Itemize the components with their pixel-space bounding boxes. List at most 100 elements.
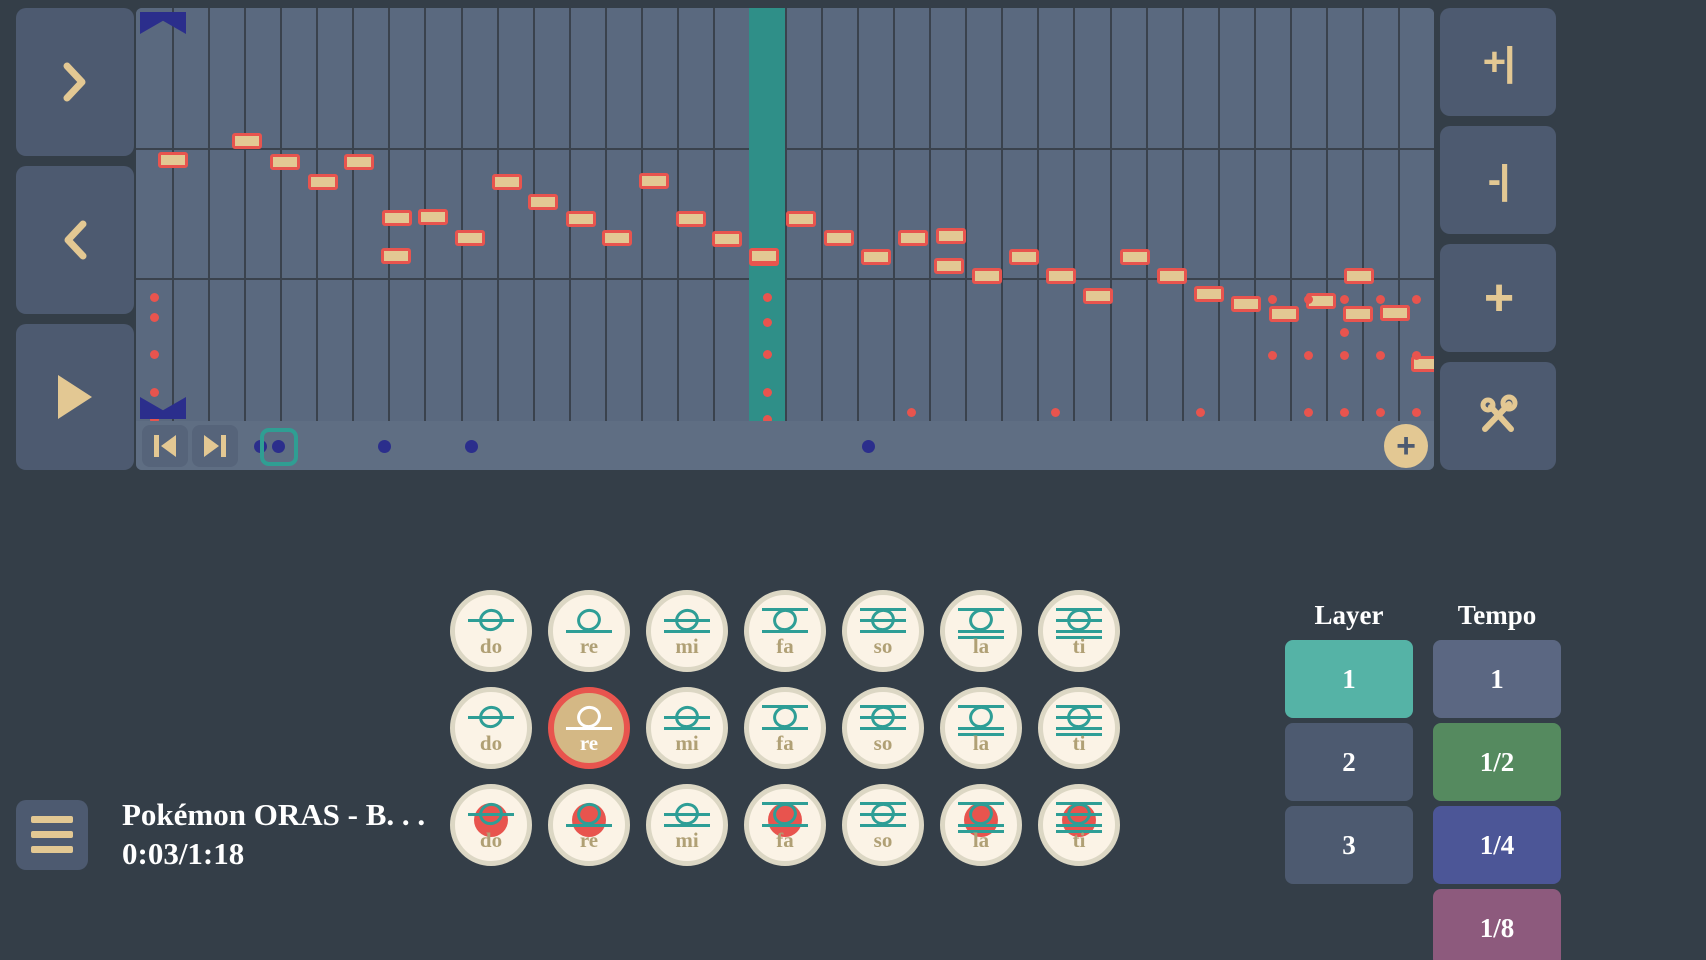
- grid-note[interactable]: [824, 230, 855, 246]
- grid-accidental-dot[interactable]: [1303, 351, 1313, 360]
- note-key-ti-2[interactable]: ti: [1038, 687, 1120, 769]
- grid-note[interactable]: [639, 173, 670, 189]
- add-section-button[interactable]: +: [1384, 423, 1428, 468]
- grid-note[interactable]: [936, 228, 967, 244]
- grid-accidental-dot[interactable]: [1339, 295, 1349, 304]
- grid-note[interactable]: [1194, 286, 1225, 302]
- grid-note[interactable]: [898, 230, 929, 246]
- loop-marker[interactable]: [140, 397, 186, 419]
- grid-note[interactable]: [1009, 249, 1040, 265]
- menu-button[interactable]: [16, 799, 88, 870]
- grid-note[interactable]: [1269, 306, 1300, 322]
- grid-note[interactable]: [676, 211, 707, 227]
- grid-accidental-dot[interactable]: [1195, 408, 1205, 417]
- grid-note[interactable]: [712, 231, 743, 247]
- grid-note[interactable]: [232, 133, 263, 149]
- skip-to-end-button[interactable]: [192, 424, 238, 467]
- grid-note[interactable]: [861, 249, 892, 265]
- note-key-do-3[interactable]: do: [450, 784, 532, 866]
- note-key-mi-3[interactable]: mi: [646, 784, 728, 866]
- note-key-ti-3[interactable]: ti: [1038, 784, 1120, 866]
- grid-note[interactable]: [1380, 305, 1411, 321]
- grid-accidental-dot[interactable]: [1411, 295, 1421, 304]
- grid-accidental-dot[interactable]: [1375, 295, 1385, 304]
- grid-accidental-dot[interactable]: [1411, 351, 1421, 360]
- grid-note[interactable]: [528, 194, 559, 210]
- grid-note[interactable]: [382, 210, 413, 226]
- grid-note[interactable]: [786, 211, 817, 227]
- scroll-right-button[interactable]: [16, 8, 134, 156]
- note-key-fa-2[interactable]: fa: [744, 687, 826, 769]
- layer-option-1[interactable]: 1: [1285, 640, 1413, 718]
- note-grid-panel[interactable]: +: [136, 8, 1434, 470]
- grid-accidental-dot[interactable]: [1339, 328, 1349, 337]
- grid-note[interactable]: [1344, 268, 1375, 284]
- note-key-fa-1[interactable]: fa: [744, 590, 826, 672]
- timeline-track[interactable]: [242, 424, 1384, 468]
- note-key-ti-1[interactable]: ti: [1038, 590, 1120, 672]
- grid-note[interactable]: [158, 152, 189, 168]
- grid-accidental-dot[interactable]: [762, 388, 772, 397]
- note-key-la-2[interactable]: la: [940, 687, 1022, 769]
- note-key-re-2[interactable]: re: [548, 687, 630, 769]
- grid-note[interactable]: [1046, 268, 1077, 284]
- skip-to-start-button[interactable]: [142, 424, 188, 467]
- grid-accidental-dot[interactable]: [762, 293, 772, 302]
- grid-accidental-dot[interactable]: [1339, 351, 1349, 360]
- timeline-marker[interactable]: [862, 439, 875, 453]
- grid-note[interactable]: [1343, 306, 1374, 322]
- tempo-option-1-4[interactable]: 1/4: [1433, 806, 1561, 884]
- grid-note[interactable]: [1157, 268, 1188, 284]
- grid-accidental-dot[interactable]: [150, 388, 160, 397]
- grid-accidental-dot[interactable]: [1339, 408, 1349, 417]
- note-key-do-2[interactable]: do: [450, 687, 532, 769]
- tools-button[interactable]: [1440, 362, 1556, 470]
- note-key-so-2[interactable]: so: [842, 687, 924, 769]
- piano-roll[interactable]: [136, 8, 1434, 421]
- timeline-selected-section[interactable]: [260, 427, 298, 466]
- grid-accidental-dot[interactable]: [1375, 351, 1385, 360]
- layer-option-2[interactable]: 2: [1285, 723, 1413, 801]
- timeline-marker[interactable]: [465, 439, 478, 453]
- grid-accidental-dot[interactable]: [762, 415, 772, 421]
- note-key-fa-3[interactable]: fa: [744, 784, 826, 866]
- note-key-re-1[interactable]: re: [548, 590, 630, 672]
- grid-note[interactable]: [492, 174, 523, 190]
- grid-accidental-dot[interactable]: [150, 293, 160, 302]
- layer-option-3[interactable]: 3: [1285, 806, 1413, 884]
- add-measure-button[interactable]: +|: [1440, 8, 1556, 116]
- scroll-left-button[interactable]: [16, 166, 134, 314]
- note-key-re-3[interactable]: re: [548, 784, 630, 866]
- loop-marker[interactable]: [140, 12, 186, 34]
- grid-accidental-dot[interactable]: [1051, 408, 1061, 417]
- grid-note[interactable]: [602, 230, 633, 246]
- grid-accidental-dot[interactable]: [1267, 351, 1277, 360]
- grid-accidental-dot[interactable]: [1303, 408, 1313, 417]
- grid-accidental-dot[interactable]: [762, 350, 772, 359]
- grid-accidental-dot[interactable]: [1267, 295, 1277, 304]
- add-button[interactable]: +: [1440, 244, 1556, 352]
- timeline-marker[interactable]: [272, 439, 285, 453]
- grid-accidental-dot[interactable]: [150, 313, 160, 322]
- playhead[interactable]: [748, 8, 785, 421]
- grid-accidental-dot[interactable]: [762, 318, 772, 327]
- note-key-mi-2[interactable]: mi: [646, 687, 728, 769]
- grid-note[interactable]: [308, 174, 339, 190]
- grid-accidental-dot[interactable]: [150, 350, 160, 359]
- grid-note[interactable]: [972, 268, 1003, 284]
- play-button[interactable]: [16, 324, 134, 470]
- grid-accidental-dot[interactable]: [1375, 408, 1385, 417]
- grid-accidental-dot[interactable]: [1411, 408, 1421, 417]
- remove-measure-button[interactable]: -|: [1440, 126, 1556, 234]
- grid-note[interactable]: [566, 211, 597, 227]
- tempo-option-1-8[interactable]: 1/8: [1433, 889, 1561, 960]
- grid-note[interactable]: [749, 248, 780, 264]
- note-key-mi-1[interactable]: mi: [646, 590, 728, 672]
- grid-note[interactable]: [934, 258, 965, 274]
- grid-note[interactable]: [270, 154, 301, 170]
- tempo-option-1-2[interactable]: 1/2: [1433, 723, 1561, 801]
- grid-note[interactable]: [1231, 296, 1262, 312]
- note-key-so-3[interactable]: so: [842, 784, 924, 866]
- note-key-la-3[interactable]: la: [940, 784, 1022, 866]
- note-key-so-1[interactable]: so: [842, 590, 924, 672]
